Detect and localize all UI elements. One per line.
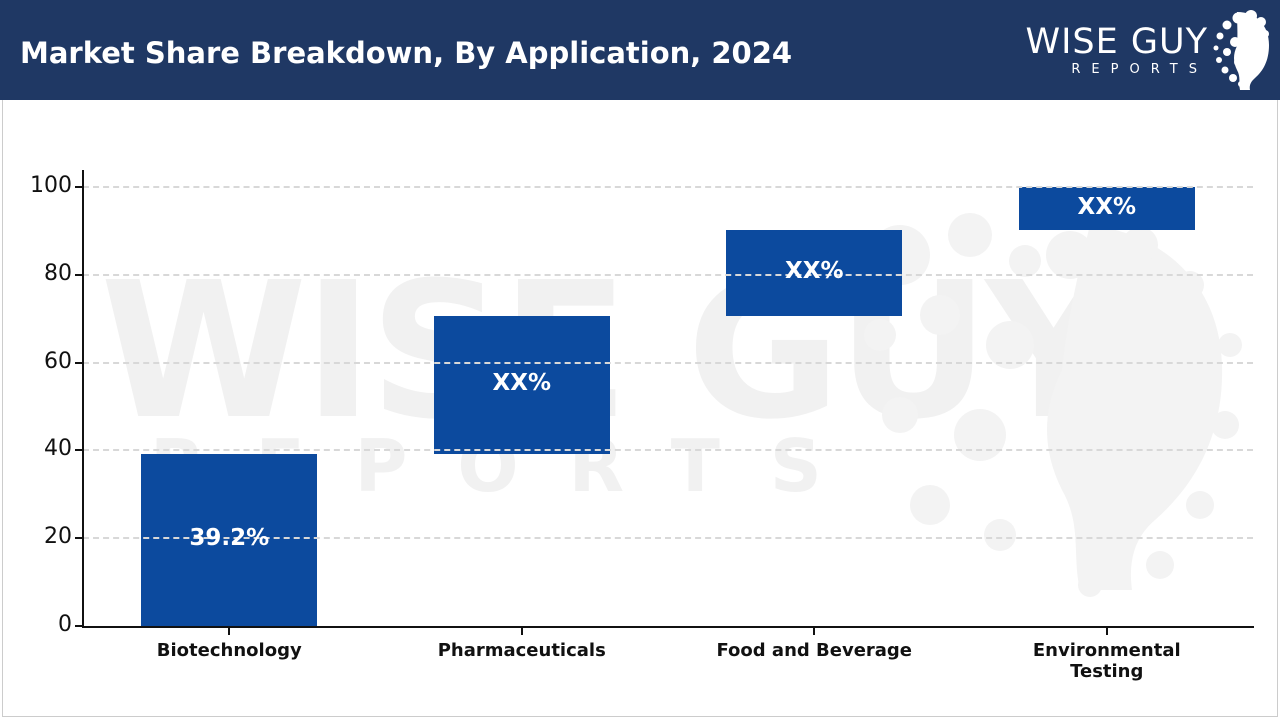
x-tick-label-biotechnology: Biotechnology: [156, 640, 302, 661]
bar-environmental-testing: [1018, 187, 1195, 231]
y-tick-label-60: 60: [44, 348, 72, 374]
y-tick-mark-80: [75, 273, 83, 276]
bar-pharmaceuticals: [433, 316, 610, 454]
y-tick-mark-0: [75, 625, 83, 627]
y-tick-label-80: 80: [44, 260, 72, 286]
y-tick-label-100: 100: [30, 173, 72, 199]
bar-value-label-food-and-beverage: XX%: [784, 258, 844, 285]
x-tick-label-pharmaceuticals: Pharmaceuticals: [437, 640, 606, 661]
bar-value-label-environmental-testing: XX%: [1077, 193, 1136, 220]
page-title: Market Share Breakdown, By Application, …: [20, 36, 793, 70]
y-tick-label-20: 20: [44, 524, 72, 550]
bar-food-and-beverage: [726, 230, 903, 317]
header-bar: Market Share Breakdown, By Application, …: [0, 0, 1280, 100]
logo-face-icon: [1213, 10, 1269, 90]
y-tick-label-0: 0: [58, 612, 72, 637]
x-tick-mark-pharmaceuticals: [520, 627, 523, 635]
bar-value-label-pharmaceuticals: XX%: [492, 370, 551, 397]
x-tick-label-environmental-testing: Environmental Testing: [1032, 640, 1181, 683]
bar-value-label-biotechnology: 39.2%: [189, 524, 270, 551]
watermark-wordmark: WISE GUY: [100, 242, 1122, 461]
logo-subtitle: REPORTS: [1071, 62, 1208, 77]
y-tick-mark-40: [75, 449, 83, 452]
x-axis-spine: [82, 626, 1254, 628]
gridline-20: [83, 537, 1253, 540]
y-tick-label-40: 40: [44, 436, 72, 462]
watermark-face-icon: [864, 213, 1242, 597]
x-tick-mark-environmental-testing: [1105, 627, 1108, 635]
gridline-80: [83, 273, 1253, 276]
y-tick-mark-60: [75, 361, 83, 364]
gridline-40: [83, 449, 1253, 452]
logo-wordmark: WISE GUY: [1025, 22, 1208, 62]
x-tick-label-food-and-beverage: Food and Beverage: [716, 640, 913, 661]
y-axis-spine: [82, 170, 84, 628]
gridline-100: [83, 186, 1253, 189]
y-tick-mark-20: [75, 537, 83, 540]
x-tick-mark-food-and-beverage: [813, 627, 816, 635]
gridline-60: [83, 361, 1253, 364]
y-tick-mark-100: [75, 186, 83, 189]
x-tick-mark-biotechnology: [228, 627, 231, 635]
bar-biotechnology: [141, 453, 318, 626]
